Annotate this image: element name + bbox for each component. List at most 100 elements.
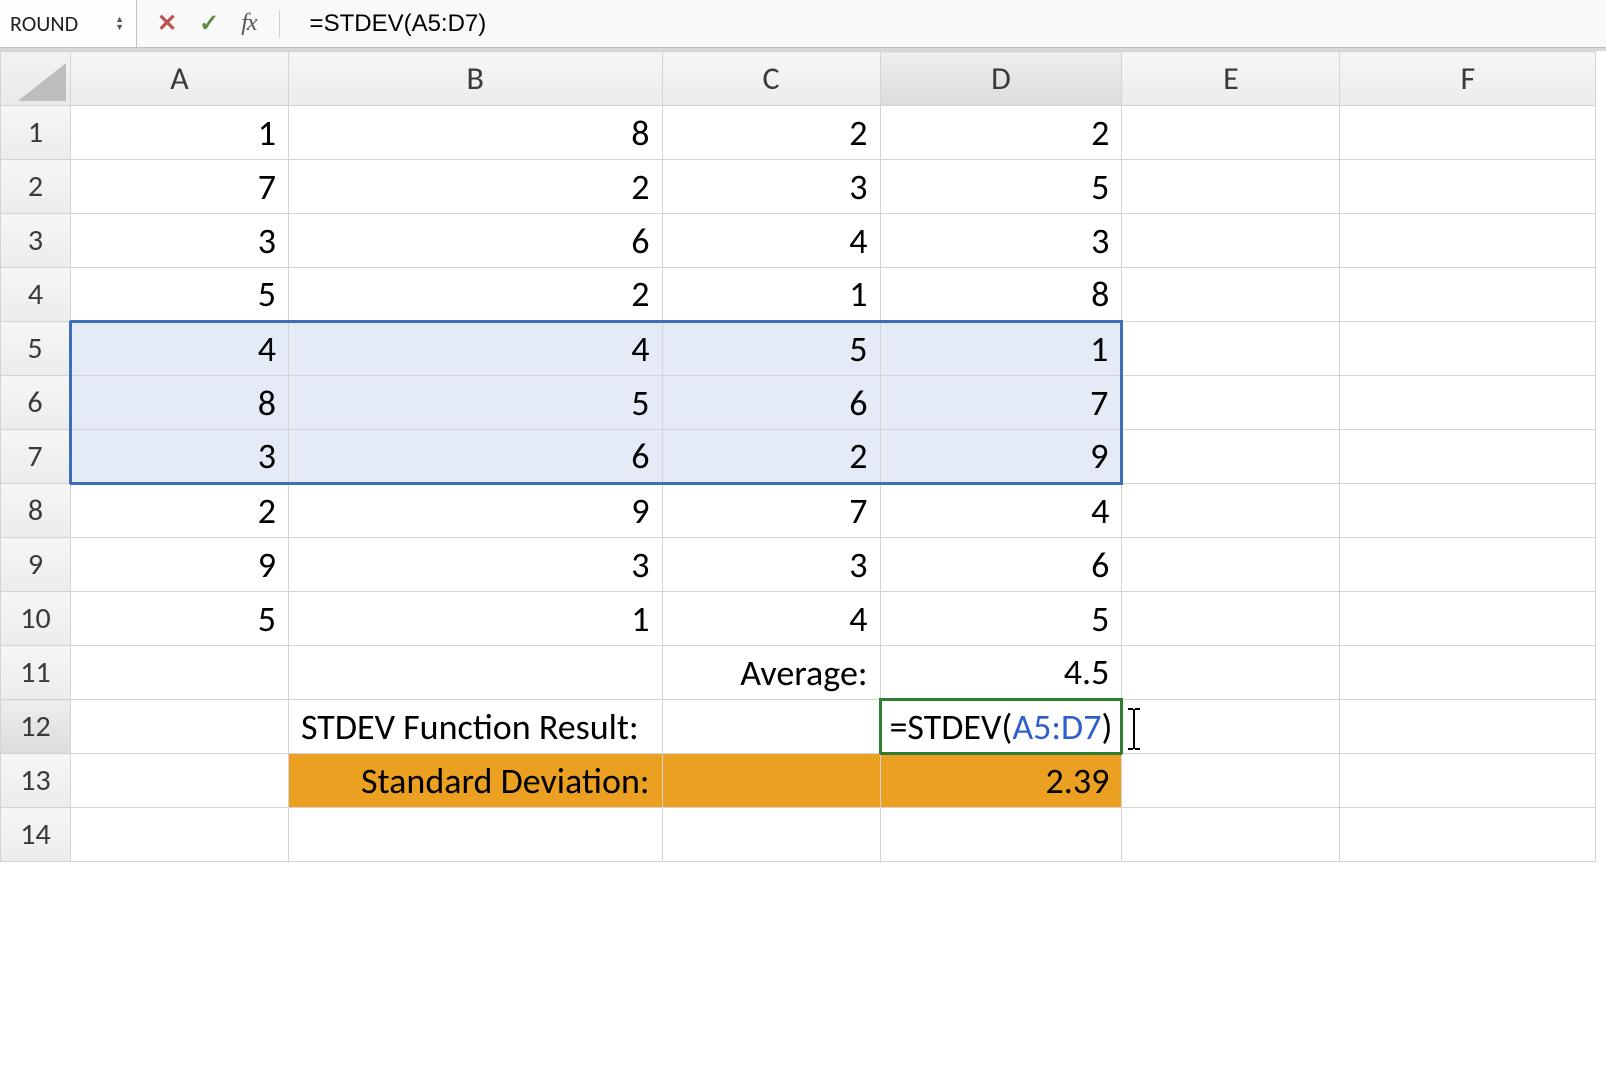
cell-C11[interactable]: Average: — [662, 646, 880, 700]
row-head-2[interactable]: 2 — [1, 160, 71, 214]
col-head-D[interactable]: D — [880, 52, 1122, 106]
cell-C8[interactable]: 7 — [662, 484, 880, 538]
cell-E10[interactable] — [1122, 592, 1340, 646]
cell-D8[interactable]: 4 — [880, 484, 1122, 538]
row-head-1[interactable]: 1 — [1, 106, 71, 160]
row-head-5[interactable]: 5 — [1, 322, 71, 376]
cell-D5[interactable]: 1 — [880, 322, 1122, 376]
fx-icon[interactable]: fx — [241, 10, 256, 37]
cell-E7[interactable] — [1122, 430, 1340, 484]
col-head-E[interactable]: E — [1122, 52, 1340, 106]
cell-E12[interactable] — [1122, 700, 1340, 754]
cell-B3[interactable]: 6 — [289, 214, 663, 268]
cell-A9[interactable]: 9 — [71, 538, 289, 592]
name-box[interactable]: ROUND ▲▼ — [0, 0, 137, 47]
cancel-icon[interactable]: ✕ — [157, 9, 177, 38]
cell-B10[interactable]: 1 — [289, 592, 663, 646]
cell-B13[interactable]: Standard Deviation: — [289, 754, 663, 808]
row-head-13[interactable]: 13 — [1, 754, 71, 808]
cell-F3[interactable] — [1340, 214, 1596, 268]
row-head-14[interactable]: 14 — [1, 808, 71, 862]
cell-C5[interactable]: 5 — [662, 322, 880, 376]
cell-A4[interactable]: 5 — [71, 268, 289, 322]
select-all-corner[interactable] — [1, 52, 71, 106]
cell-D11[interactable]: 4.5 — [880, 646, 1122, 700]
cell-F10[interactable] — [1340, 592, 1596, 646]
cell-F8[interactable] — [1340, 484, 1596, 538]
cell-D12[interactable]: =STDEV(A5:D7) — [880, 700, 1122, 754]
cell-F4[interactable] — [1340, 268, 1596, 322]
cell-D14[interactable] — [880, 808, 1122, 862]
row-head-4[interactable]: 4 — [1, 268, 71, 322]
cell-B11[interactable] — [289, 646, 663, 700]
cell-A1[interactable]: 1 — [71, 106, 289, 160]
row-head-3[interactable]: 3 — [1, 214, 71, 268]
cell-F5[interactable] — [1340, 322, 1596, 376]
cell-C14[interactable] — [662, 808, 880, 862]
cell-D6[interactable]: 7 — [880, 376, 1122, 430]
row-head-11[interactable]: 11 — [1, 646, 71, 700]
cell-D1[interactable]: 2 — [880, 106, 1122, 160]
col-head-A[interactable]: A — [71, 52, 289, 106]
cell-A2[interactable]: 7 — [71, 160, 289, 214]
cell-F9[interactable] — [1340, 538, 1596, 592]
cell-F2[interactable] — [1340, 160, 1596, 214]
cell-D4[interactable]: 8 — [880, 268, 1122, 322]
cell-C1[interactable]: 2 — [662, 106, 880, 160]
cell-C10[interactable]: 4 — [662, 592, 880, 646]
row-head-7[interactable]: 7 — [1, 430, 71, 484]
cell-E4[interactable] — [1122, 268, 1340, 322]
cell-E11[interactable] — [1122, 646, 1340, 700]
cell-A11[interactable] — [71, 646, 289, 700]
cell-E5[interactable] — [1122, 322, 1340, 376]
col-head-C[interactable]: C — [662, 52, 880, 106]
cell-A13[interactable] — [71, 754, 289, 808]
cell-F1[interactable] — [1340, 106, 1596, 160]
cell-A8[interactable]: 2 — [71, 484, 289, 538]
cell-E2[interactable] — [1122, 160, 1340, 214]
cell-E14[interactable] — [1122, 808, 1340, 862]
cell-B7[interactable]: 6 — [289, 430, 663, 484]
row-head-6[interactable]: 6 — [1, 376, 71, 430]
col-head-F[interactable]: F — [1340, 52, 1596, 106]
cell-C3[interactable]: 4 — [662, 214, 880, 268]
cell-A3[interactable]: 3 — [71, 214, 289, 268]
cell-C4[interactable]: 1 — [662, 268, 880, 322]
cell-C9[interactable]: 3 — [662, 538, 880, 592]
cell-C6[interactable]: 6 — [662, 376, 880, 430]
cell-D7[interactable]: 9 — [880, 430, 1122, 484]
cell-E3[interactable] — [1122, 214, 1340, 268]
cell-E1[interactable] — [1122, 106, 1340, 160]
cell-C12[interactable] — [662, 700, 880, 754]
cell-E8[interactable] — [1122, 484, 1340, 538]
cell-E6[interactable] — [1122, 376, 1340, 430]
cell-B6[interactable]: 5 — [289, 376, 663, 430]
row-head-9[interactable]: 9 — [1, 538, 71, 592]
cell-B14[interactable] — [289, 808, 663, 862]
confirm-icon[interactable]: ✓ — [199, 9, 219, 38]
row-head-8[interactable]: 8 — [1, 484, 71, 538]
cell-A12[interactable] — [71, 700, 289, 754]
cell-A6[interactable]: 8 — [71, 376, 289, 430]
cell-F14[interactable] — [1340, 808, 1596, 862]
cell-E9[interactable] — [1122, 538, 1340, 592]
cell-C2[interactable]: 3 — [662, 160, 880, 214]
cell-E13[interactable] — [1122, 754, 1340, 808]
cell-D13[interactable]: 2.39 — [880, 754, 1122, 808]
col-head-B[interactable]: B — [289, 52, 663, 106]
cell-F13[interactable] — [1340, 754, 1596, 808]
cell-A14[interactable] — [71, 808, 289, 862]
cell-B4[interactable]: 2 — [289, 268, 663, 322]
cell-F6[interactable] — [1340, 376, 1596, 430]
cell-B12[interactable]: STDEV Function Result: — [289, 700, 663, 754]
cell-A7[interactable]: 3 — [71, 430, 289, 484]
cell-B8[interactable]: 9 — [289, 484, 663, 538]
cell-C13[interactable] — [662, 754, 880, 808]
cell-F11[interactable] — [1340, 646, 1596, 700]
cell-B2[interactable]: 2 — [289, 160, 663, 214]
formula-input[interactable] — [300, 0, 1606, 47]
cell-F12[interactable] — [1340, 700, 1596, 754]
cell-F7[interactable] — [1340, 430, 1596, 484]
cell-A5[interactable]: 4 — [71, 322, 289, 376]
cell-D2[interactable]: 5 — [880, 160, 1122, 214]
